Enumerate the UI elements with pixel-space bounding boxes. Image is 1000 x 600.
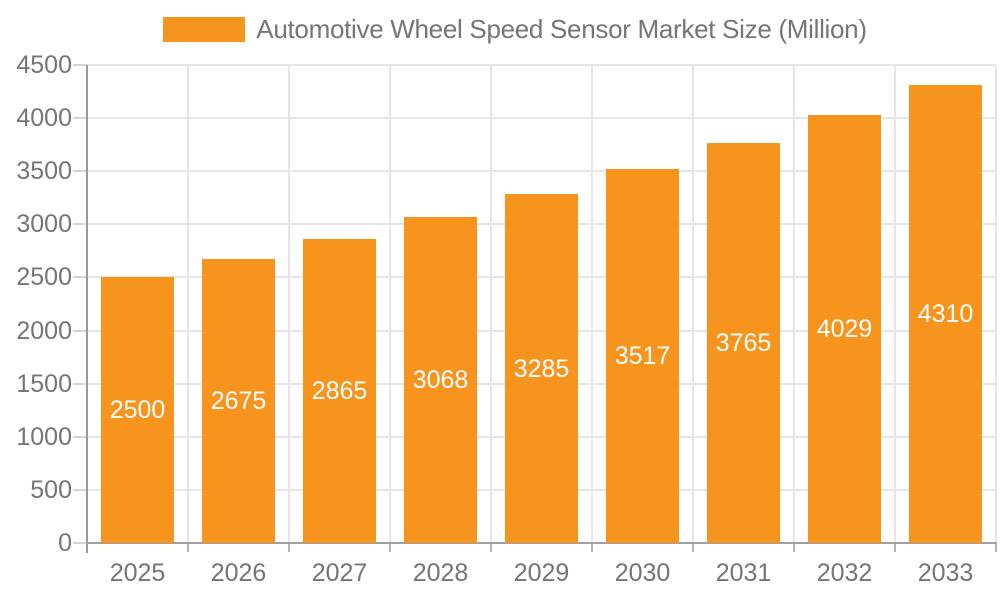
x-tick xyxy=(692,543,694,552)
x-tick xyxy=(591,543,593,552)
y-axis-label: 2500 xyxy=(16,263,72,292)
y-tick xyxy=(73,435,87,438)
legend[interactable]: Automotive Wheel Speed Sensor Market Siz… xyxy=(0,12,1000,46)
x-axis-label: 2029 xyxy=(513,559,570,587)
x-tick xyxy=(793,543,795,552)
bar[interactable] xyxy=(303,238,376,543)
bar[interactable] xyxy=(202,258,275,543)
bar-value-label: 2500 xyxy=(109,396,166,425)
bar-value-label: 3765 xyxy=(715,329,772,358)
y-tick xyxy=(73,223,87,226)
v-gridline xyxy=(389,65,391,543)
v-gridline xyxy=(894,65,896,543)
v-gridline xyxy=(995,65,997,543)
y-axis-label: 2000 xyxy=(16,316,72,345)
y-tick xyxy=(73,64,87,66)
bar[interactable] xyxy=(101,277,174,543)
x-axis-label: 2026 xyxy=(210,559,267,587)
x-axis-label: 2030 xyxy=(614,559,671,587)
x-tick xyxy=(995,543,997,552)
bar-value-label: 3285 xyxy=(513,354,570,383)
v-gridline xyxy=(490,65,492,543)
bar[interactable] xyxy=(404,217,477,543)
bar[interactable] xyxy=(707,143,780,543)
bar-value-label: 2675 xyxy=(210,386,267,415)
x-tick xyxy=(490,543,492,552)
y-tick xyxy=(73,117,87,120)
x-tick xyxy=(187,543,189,552)
legend-swatch xyxy=(163,16,246,42)
x-axis-label: 2031 xyxy=(715,559,772,587)
y-axis-label: 0 xyxy=(58,529,72,557)
y-tick xyxy=(73,542,87,544)
h-gridline xyxy=(87,117,996,120)
x-axis-label: 2028 xyxy=(412,559,469,587)
bar-value-label: 3517 xyxy=(614,342,671,371)
bar-value-label: 3068 xyxy=(412,366,469,395)
x-tick xyxy=(894,543,896,552)
v-gridline xyxy=(591,65,593,543)
y-axis-label: 500 xyxy=(30,475,72,504)
x-axis-label: 2033 xyxy=(917,559,974,587)
v-gridline xyxy=(692,65,694,543)
y-tick xyxy=(73,329,87,332)
x-axis-label: 2032 xyxy=(816,559,873,587)
legend-label: Automotive Wheel Speed Sensor Market Siz… xyxy=(256,13,867,44)
x-tick xyxy=(288,543,290,552)
bar-value-label: 2865 xyxy=(311,376,368,405)
y-axis-label: 1500 xyxy=(16,369,72,398)
x-tick xyxy=(389,543,391,552)
v-gridline xyxy=(288,65,290,543)
x-axis-line xyxy=(86,542,997,544)
y-tick xyxy=(73,382,87,385)
bar-value-label: 4310 xyxy=(917,300,974,329)
y-axis-label: 3500 xyxy=(16,157,72,186)
x-axis-label: 2025 xyxy=(109,559,166,587)
bar[interactable] xyxy=(505,194,578,543)
y-axis-line xyxy=(86,65,88,553)
v-gridline xyxy=(793,65,795,543)
y-axis-label: 4500 xyxy=(16,51,72,79)
y-tick xyxy=(73,488,87,491)
y-axis-label: 1000 xyxy=(16,422,72,451)
h-gridline xyxy=(87,64,996,66)
bar[interactable] xyxy=(909,85,982,543)
x-axis-label: 2027 xyxy=(311,559,368,587)
bar[interactable] xyxy=(808,115,881,543)
bar[interactable] xyxy=(606,169,679,543)
y-tick xyxy=(73,170,87,173)
y-axis-label: 3000 xyxy=(16,210,72,239)
bar-value-label: 4029 xyxy=(816,315,873,343)
h-gridline xyxy=(87,170,996,173)
v-gridline xyxy=(187,65,189,543)
y-tick xyxy=(73,276,87,279)
y-axis-label: 4000 xyxy=(16,104,72,133)
